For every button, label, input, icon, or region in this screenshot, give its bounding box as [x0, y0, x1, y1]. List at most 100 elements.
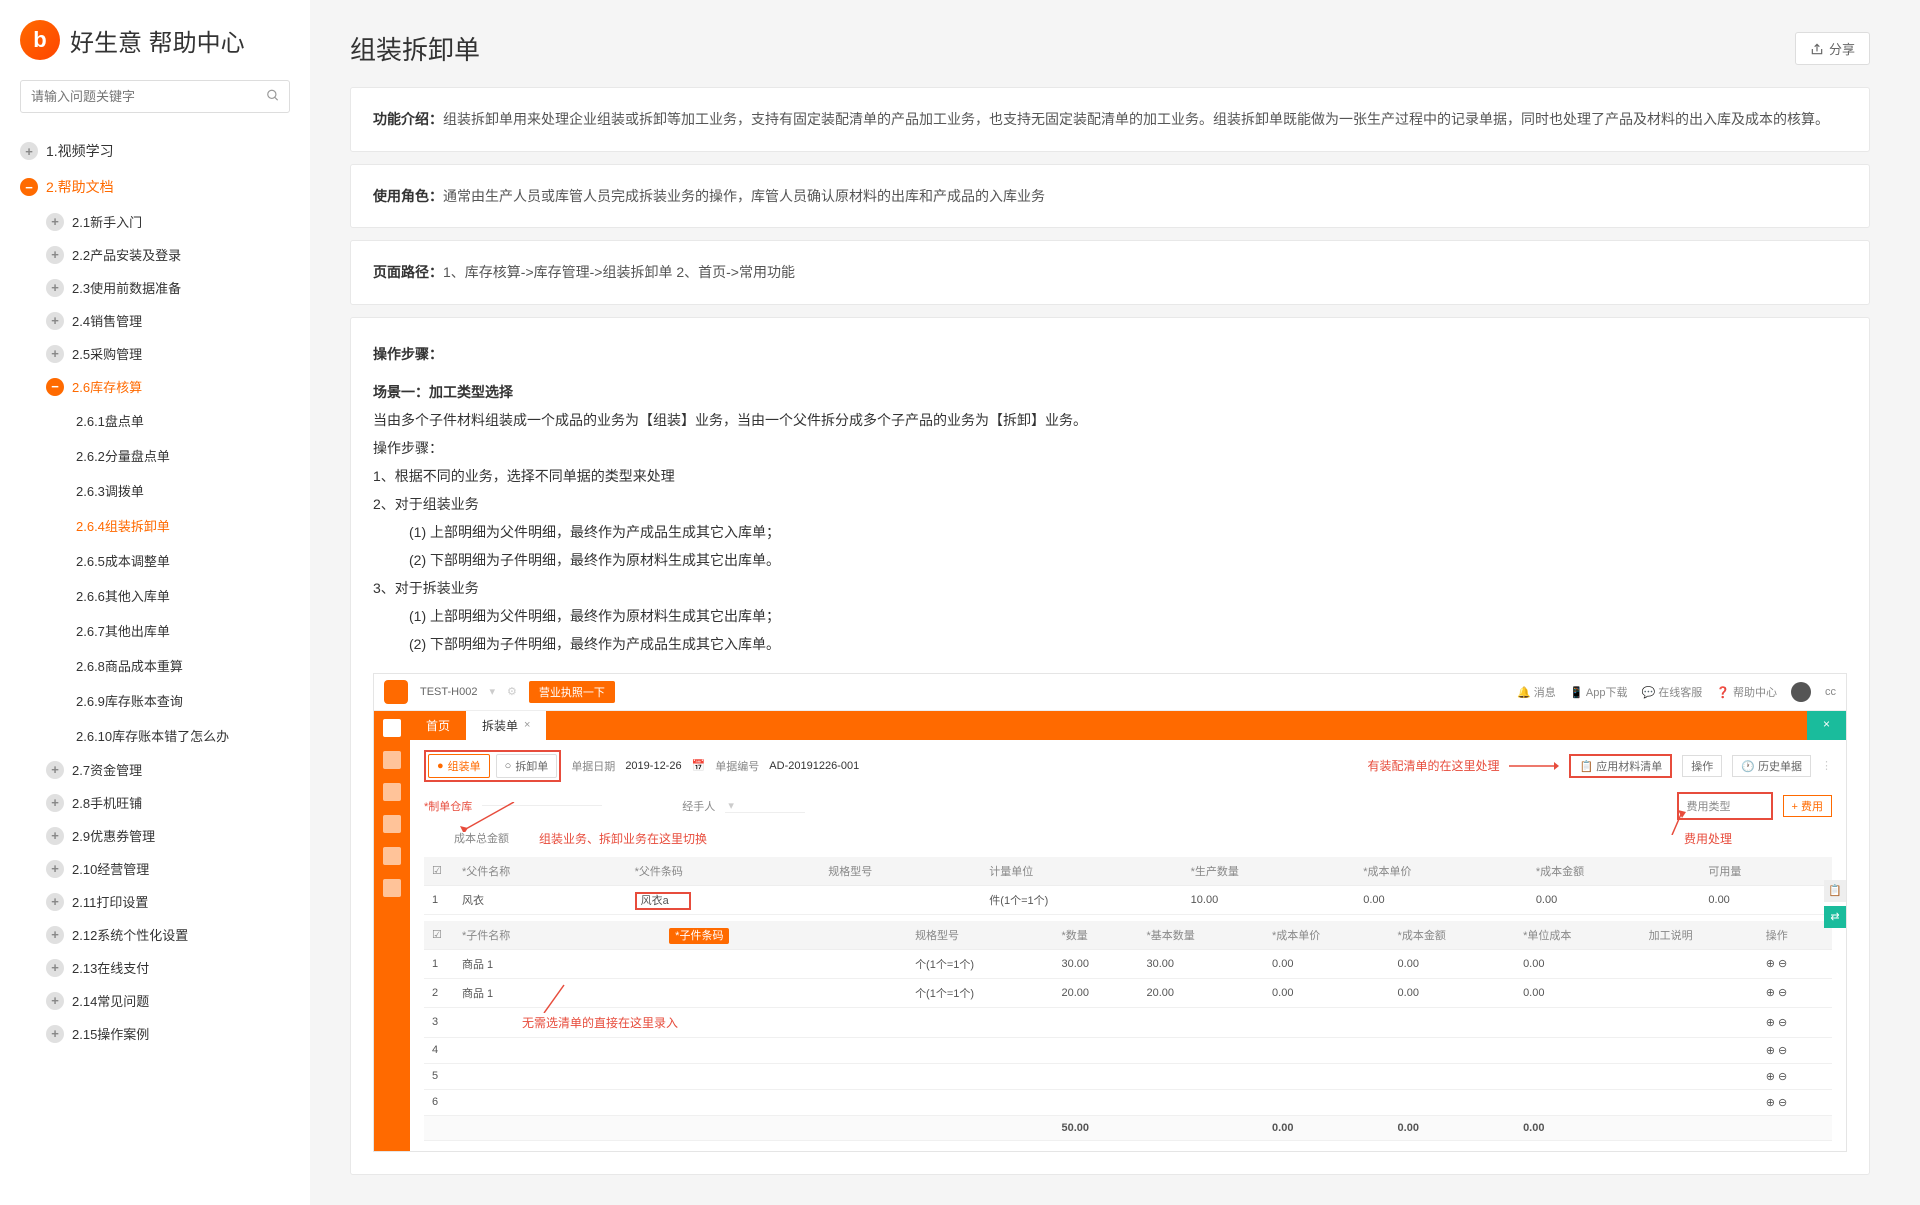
nav-label: 2.8手机旺铺	[72, 793, 142, 812]
intro-label: 功能介绍：	[373, 111, 443, 127]
nav-sub-11[interactable]: +2.11打印设置	[46, 885, 290, 918]
nav-label: 2.3使用前数据准备	[72, 278, 181, 297]
ss-sidenav	[374, 711, 410, 1151]
nav-leaf-7[interactable]: 2.6.7其他出库单	[76, 613, 290, 648]
plus-icon: +	[20, 142, 38, 160]
th: *成本单价	[1355, 857, 1528, 886]
ss-material-btn: 📋 应用材料清单	[1569, 754, 1672, 778]
th: *数量	[1054, 921, 1139, 950]
ss-avatar-icon	[1791, 682, 1811, 702]
nav-item-video[interactable]: +1.视频学习	[20, 133, 290, 169]
ss-link-app: 📱 App下载	[1570, 684, 1628, 700]
table-row: 3无需选清单的直接在这里录入⊕ ⊖	[424, 1007, 1832, 1037]
scene-title: 场景一：加工类型选择	[373, 378, 1847, 406]
nav-leaf-8[interactable]: 2.6.8商品成本重算	[76, 648, 290, 683]
ss-no-val: AD-20191226-001	[769, 760, 859, 772]
ss-tenant: TEST-H002	[420, 686, 477, 698]
ss-annotation-4: 无需选清单的直接在这里录入	[522, 1016, 678, 1030]
nav-item-docs[interactable]: −2.帮助文档	[20, 169, 290, 205]
nav-leaf-1[interactable]: 2.6.1盘点单	[76, 403, 290, 438]
nav-sub-5[interactable]: +2.5采购管理	[46, 337, 290, 370]
th: 操作	[1758, 921, 1832, 950]
nav-sub-1[interactable]: +2.1新手入门	[46, 205, 290, 238]
search-input[interactable]	[20, 80, 290, 113]
nav-sub-15[interactable]: +2.15操作案例	[46, 1017, 290, 1050]
row-actions: ⊕ ⊖	[1758, 978, 1832, 1007]
nav-label: 2.2产品安装及登录	[72, 245, 181, 264]
nav-label: 2.9优惠券管理	[72, 826, 155, 845]
plus-icon: +	[46, 794, 64, 812]
th: 加工说明	[1641, 921, 1758, 950]
role-text: 通常由生产人员或库管人员完成拆装业务的操作，库管人员确认原材料的出库和产成品的入…	[443, 188, 1045, 204]
ss-side-buttons: 📋 ⇄	[1824, 880, 1846, 928]
plus-icon: +	[46, 860, 64, 878]
row-actions: ⊕ ⊖	[1758, 1007, 1832, 1037]
page-title: 组装拆卸单	[350, 30, 480, 67]
minus-icon: −	[46, 378, 64, 396]
arrow-icon	[1509, 760, 1559, 772]
row-actions: ⊕ ⊖	[1758, 1063, 1832, 1089]
nav-leaf-6[interactable]: 2.6.6其他入库单	[76, 578, 290, 613]
ss-radio-assemble: ● 组装单	[428, 754, 490, 778]
step-3: 3、对于拆装业务	[373, 574, 1847, 602]
nav-sub-13[interactable]: +2.13在线支付	[46, 951, 290, 984]
th: 计量单位	[981, 857, 1182, 886]
nav-sub-4[interactable]: +2.4销售管理	[46, 304, 290, 337]
nav-leaf-4[interactable]: 2.6.4组装拆卸单	[76, 508, 290, 543]
ss-parent-table: ☑ *父件名称 *父件条码 规格型号 计量单位 *生产数量 *成本单价 *成本金…	[424, 857, 1832, 915]
ss-topbar: TEST-H002 ▾ ⚙ 营业执照一下 🔔 消息 📱 App下载 💬 在线客服…	[374, 674, 1846, 711]
steps-title: 操作步骤：	[373, 340, 1847, 368]
th: *成本单价	[1264, 921, 1390, 950]
ss-handler-label: 经手人	[682, 798, 715, 814]
th: *父件名称	[454, 857, 627, 886]
nav-sub-3[interactable]: +2.3使用前数据准备	[46, 271, 290, 304]
plus-icon: +	[46, 279, 64, 297]
th: *单位成本	[1515, 921, 1641, 950]
role-label: 使用角色：	[373, 188, 443, 204]
nav-sub-14[interactable]: +2.14常见问题	[46, 984, 290, 1017]
nav-leaf-5[interactable]: 2.6.5成本调整单	[76, 543, 290, 578]
nav-leaf-2[interactable]: 2.6.2分量盘点单	[76, 438, 290, 473]
ss-radio-group: ● 组装单 ○ 拆卸单	[424, 750, 561, 782]
th: 可用量	[1700, 857, 1832, 886]
nav-sub-7[interactable]: +2.7资金管理	[46, 753, 290, 786]
nav-sub-6[interactable]: −2.6库存核算	[46, 370, 290, 403]
nav-sub-10[interactable]: +2.10经营管理	[46, 852, 290, 885]
ss-tab-home: 首页	[410, 711, 466, 740]
table-footer: 50.000.000.000.00	[424, 1115, 1832, 1140]
th: 规格型号	[820, 857, 981, 886]
th: 规格型号	[907, 921, 1053, 950]
nav-leaf-9[interactable]: 2.6.9库存账本查询	[76, 683, 290, 718]
nav-label: 2.15操作案例	[72, 1024, 149, 1043]
plus-icon: +	[46, 959, 64, 977]
th: *成本金额	[1390, 921, 1516, 950]
ss-nav-icon	[383, 719, 401, 737]
ss-tab-active: 拆装单×	[466, 711, 546, 740]
nav-label: 2.10经营管理	[72, 859, 149, 878]
ss-nav-icon	[383, 879, 401, 897]
path-text: 1、库存核算->库存管理->组装拆卸单 2、首页->常用功能	[443, 264, 795, 280]
steps-subtitle: 操作步骤：	[373, 434, 1847, 462]
nav-sub-9[interactable]: +2.9优惠券管理	[46, 819, 290, 852]
ss-date-val: 2019-12-26	[625, 760, 681, 772]
th: *成本金额	[1528, 857, 1701, 886]
nav-label: 2.11打印设置	[72, 892, 148, 911]
nav-sub-12[interactable]: +2.12系统个性化设置	[46, 918, 290, 951]
nav-sub-2[interactable]: +2.2产品安装及登录	[46, 238, 290, 271]
step-2a: (1) 上部明细为父件明细，最终作为产成品生成其它入库单；	[373, 518, 1847, 546]
ss-link-help: ❓ 帮助中心	[1716, 684, 1777, 700]
arrow-icon	[514, 983, 574, 1013]
search-icon[interactable]	[266, 88, 280, 105]
nav-sub-8[interactable]: +2.8手机旺铺	[46, 786, 290, 819]
nav-leaf-3[interactable]: 2.6.3调拨单	[76, 473, 290, 508]
share-button[interactable]: 分享	[1795, 32, 1870, 65]
ss-annotation-1: 有装配清单的在这里处理	[1367, 757, 1499, 774]
nav-list: +1.视频学习 −2.帮助文档 +2.1新手入门 +2.2产品安装及登录 +2.…	[20, 133, 290, 1050]
plus-icon: +	[46, 246, 64, 264]
ss-child-table: ☑ *子件名称 *子件条码 规格型号 *数量 *基本数量 *成本单价 *成本金额	[424, 921, 1832, 1141]
nav-leaf-10[interactable]: 2.6.10库存账本错了怎么办	[76, 718, 290, 753]
plus-icon: +	[46, 345, 64, 363]
th-hilite: *子件条码	[669, 928, 729, 944]
ss-logo-icon	[384, 680, 408, 704]
th: *子件名称	[454, 921, 661, 950]
